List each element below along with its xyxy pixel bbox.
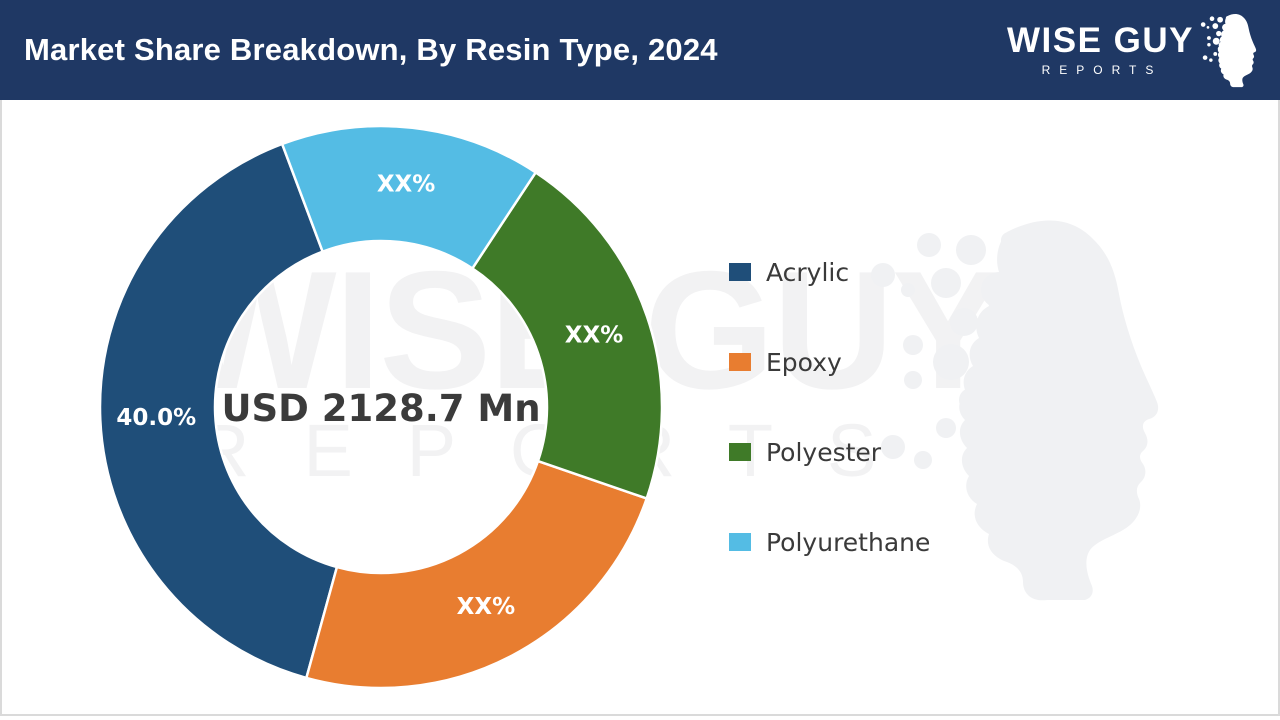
chart-center-value: USD 2128.7 Mn xyxy=(221,387,541,430)
slice-label-polyurethane: XX% xyxy=(377,171,436,197)
donut-segment-acrylic xyxy=(98,142,339,680)
legend-item-acrylic: Acrylic xyxy=(729,257,930,287)
legend-swatch-polyurethane xyxy=(729,533,751,551)
legend-label-acrylic: Acrylic xyxy=(766,257,850,287)
legend-swatch-epoxy xyxy=(729,353,751,371)
donut-chart: 40.0% XX% XX% XX% xyxy=(98,124,664,690)
slice-label-polyester: XX% xyxy=(565,322,624,348)
wiseguy-logo-text: WISE GUY REPORTS xyxy=(1007,23,1194,77)
legend-item-epoxy: Epoxy xyxy=(729,347,930,377)
legend-swatch-polyester xyxy=(729,443,751,461)
legend-label-polyester: Polyester xyxy=(766,437,882,467)
legend-label-epoxy: Epoxy xyxy=(766,347,842,377)
legend-item-polyurethane: Polyurethane xyxy=(729,527,930,557)
page-title: Market Share Breakdown, By Resin Type, 2… xyxy=(24,32,718,67)
logo-reports: REPORTS xyxy=(1041,63,1163,77)
slice-label-epoxy: XX% xyxy=(457,594,516,620)
donut-segment-epoxy xyxy=(305,459,648,690)
legend-swatch-acrylic xyxy=(729,263,751,281)
wiseguy-logo: WISE GUY REPORTS xyxy=(1007,12,1258,89)
donut-segment-polyurethane xyxy=(280,124,537,270)
logo-wise-guy: WISE GUY xyxy=(1006,21,1194,60)
header-bar: Market Share Breakdown, By Resin Type, 2… xyxy=(0,0,1280,100)
wiseguy-face-icon xyxy=(1200,13,1257,87)
chart-legend: Acrylic Epoxy Polyester Polyurethane xyxy=(729,257,930,617)
donut-segment-polyester xyxy=(471,171,664,500)
legend-item-polyester: Polyester xyxy=(729,437,930,467)
legend-label-polyurethane: Polyurethane xyxy=(766,527,931,557)
slice-label-acrylic: 40.0% xyxy=(116,405,196,431)
